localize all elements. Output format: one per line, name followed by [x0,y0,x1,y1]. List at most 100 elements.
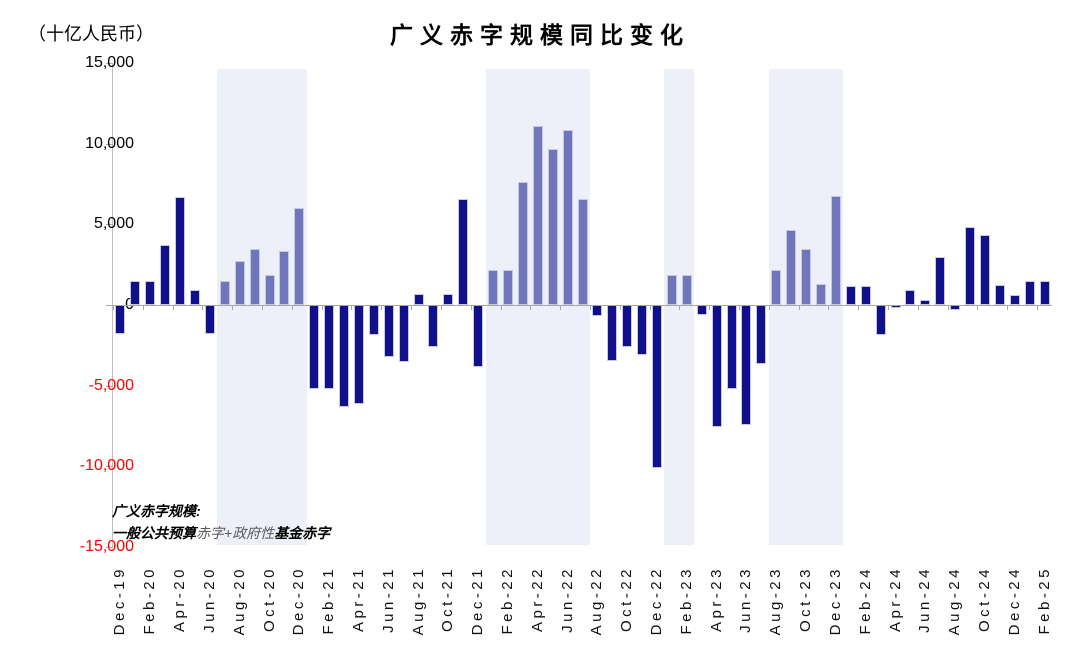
bar-May-21 [368,305,379,335]
x-axis-tick [888,305,890,310]
y-axis-unit-label: （十亿人民币） [28,24,154,44]
annotation-segment: 政府性 [232,525,275,541]
x-tick-label: Jun-24 [916,566,934,633]
bar-Jul-22 [577,199,588,305]
bar-Nov-20 [279,250,290,305]
y-tick-label: 0 [44,297,134,313]
bar-Apr-21 [353,305,364,405]
x-tick-label: Feb-22 [498,566,516,635]
x-tick-label: Aug-24 [946,566,964,636]
bar-Jul-20 [219,280,230,305]
bar-Oct-21 [443,293,454,305]
bar-Oct-23 [801,248,812,305]
y-axis-tick [106,305,113,306]
bar-Oct-20 [264,275,275,305]
x-axis-tick [470,305,472,310]
bar-Jan-21 [309,305,320,389]
bar-Nov-21 [458,198,469,305]
bar-Sep-24 [965,226,976,305]
x-axis-tick [858,305,860,310]
x-axis-tick [1037,305,1039,310]
x-axis-tick [977,305,979,310]
bar-Sep-22 [607,305,618,362]
plot-area [106,63,1052,548]
annotation-line1: 广义赤字规模: [112,503,201,519]
bar-Nov-23 [815,284,826,305]
y-axis-tick [106,143,113,145]
bar-Sep-20 [249,249,260,305]
bar-Feb-21 [324,305,335,389]
x-axis-tick [589,305,591,310]
bar-May-24 [905,290,916,305]
y-tick-label: -5,000 [88,376,134,394]
x-axis-tick [381,305,383,310]
x-tick-label: Aug-22 [588,566,606,636]
x-axis-tick [1007,305,1009,310]
bar-Feb-25 [1039,280,1050,305]
bar-Jul-24 [935,257,946,305]
x-tick-label: Jun-23 [737,566,755,633]
bar-May-23 [726,305,737,389]
y-tick-label: 15,000 [85,54,134,71]
bar-Jun-23 [741,305,752,426]
bar-Nov-22 [637,305,648,355]
x-tick-label: Dec-20 [290,566,308,636]
x-axis-tick [709,305,711,310]
x-axis-tick [649,305,651,310]
bar-Apr-22 [532,125,543,305]
x-axis-tick [113,305,114,310]
x-tick-label: Jun-20 [200,566,218,633]
x-axis-tick [232,305,234,310]
x-tick-label: Dec-24 [1005,566,1023,636]
x-axis-tick [291,305,293,310]
bar-Dec-23 [830,196,841,305]
y-axis-tick [106,466,113,468]
annotation-line2: 一般公共预算赤字+政府性基金赤字 [112,522,330,544]
y-axis-tick [106,63,113,64]
x-tick-label: Apr-22 [528,566,546,633]
bar-Dec-20 [294,208,305,305]
x-axis-tick [202,305,204,310]
x-tick-label: Dec-19 [111,566,129,636]
x-tick-label: Dec-23 [826,566,844,636]
bar-May-20 [189,289,200,305]
chart-title: 广义赤字规模同比变化 [390,22,690,48]
bar-Jun-21 [383,305,394,357]
bar-Aug-20 [234,261,245,305]
x-axis-tick [768,305,770,310]
y-tick-label: -15,000 [79,538,134,555]
bar-Jun-20 [204,305,215,335]
x-tick-label: Dec-21 [469,566,487,636]
x-tick-label: Feb-21 [320,566,338,635]
bar-Jul-21 [398,305,409,363]
bar-Feb-22 [502,269,513,305]
bar-Sep-21 [428,305,439,347]
bar-Sep-23 [786,229,797,305]
bar-Aug-22 [592,305,603,317]
x-axis-tick [530,305,532,310]
x-axis-tick [828,305,830,310]
x-tick-label: Feb-25 [1035,566,1053,635]
bar-Mar-23 [696,305,707,316]
bar-Oct-24 [979,234,990,305]
x-axis-tick [142,305,144,310]
bar-Feb-20 [145,280,156,305]
bar-Dec-21 [473,305,484,368]
x-tick-label: Aug-20 [230,566,248,636]
bar-Oct-22 [622,305,633,347]
x-axis-zero-line [113,305,1052,306]
bar-Feb-23 [681,275,692,305]
bar-Dec-22 [652,305,663,468]
bar-Jan-23 [666,275,677,305]
y-axis-tick [106,547,113,548]
bar-Jun-22 [562,129,573,305]
x-tick-label: Feb-23 [677,566,695,635]
bar-Apr-23 [711,305,722,427]
bar-Jan-20 [130,280,141,305]
bar-Mar-22 [517,181,528,305]
annotation-segment: 赤字+ [196,525,233,541]
x-axis-tick [560,305,562,310]
x-axis-tick [321,305,323,310]
x-axis-tick [798,305,800,310]
